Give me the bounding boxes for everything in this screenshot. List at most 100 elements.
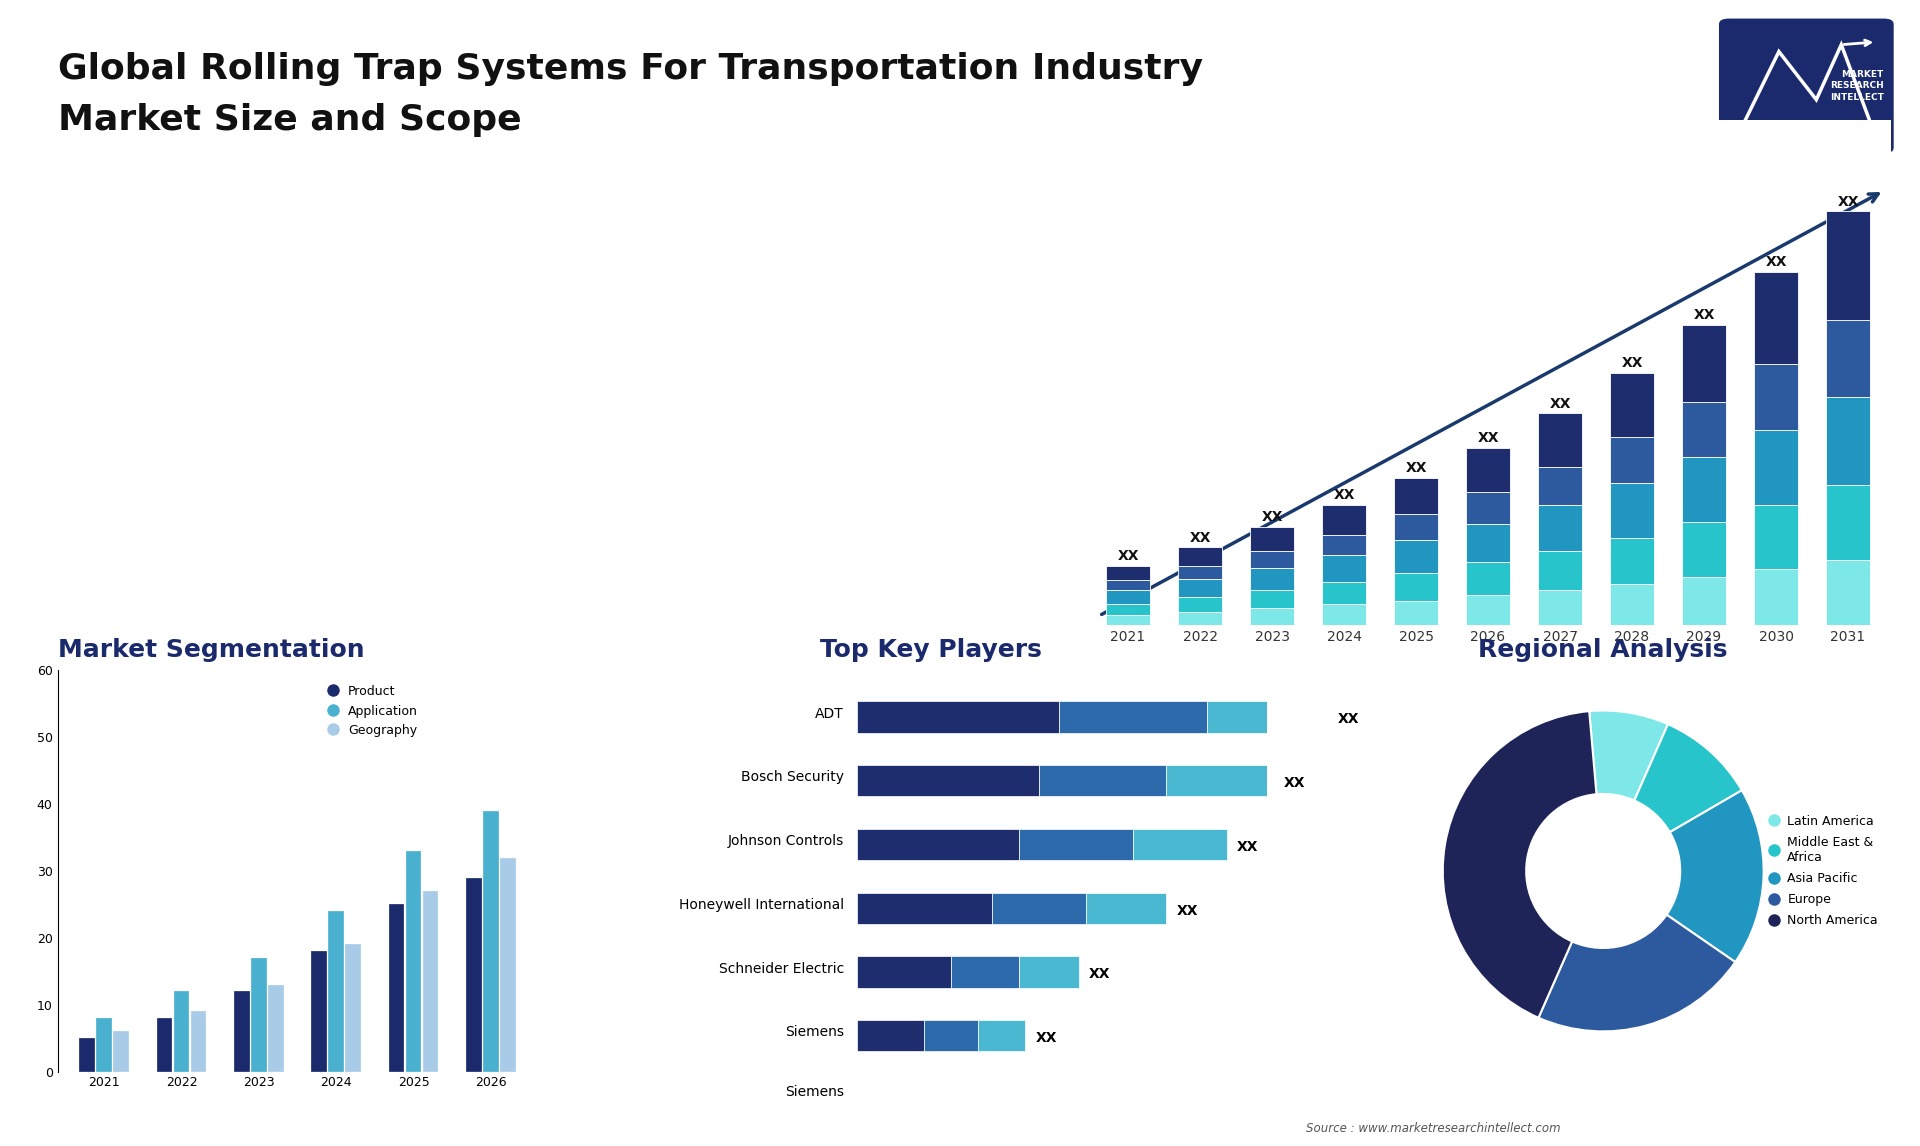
Bar (388, 904, 405, 1072)
Wedge shape (1538, 915, 1736, 1031)
Bar (1323, 534, 1365, 555)
Bar (1538, 551, 1582, 590)
Bar (1058, 701, 1206, 732)
Bar (1826, 560, 1870, 625)
Bar (79, 1038, 96, 1072)
Text: Siemens: Siemens (785, 1026, 843, 1039)
Bar (1323, 582, 1365, 604)
Bar (252, 958, 267, 1072)
Bar (1826, 485, 1870, 560)
Bar (1467, 493, 1509, 524)
Bar (1179, 548, 1221, 566)
Bar (856, 957, 950, 988)
Bar (1106, 581, 1150, 590)
Bar (499, 857, 516, 1072)
Wedge shape (1634, 724, 1741, 832)
Text: Siemens: Siemens (785, 1084, 843, 1099)
Bar (96, 1018, 111, 1072)
Text: XX: XX (1236, 840, 1258, 854)
Text: XX: XX (1089, 967, 1110, 981)
Wedge shape (1590, 711, 1668, 801)
Bar (113, 1031, 129, 1072)
Bar (1179, 612, 1221, 625)
Bar (1611, 484, 1653, 539)
Text: XX: XX (1177, 903, 1198, 918)
Text: Market Size and Scope: Market Size and Scope (58, 103, 520, 138)
Text: XX: XX (1338, 713, 1359, 727)
Bar (1467, 595, 1509, 625)
Bar (1250, 527, 1294, 551)
Bar (1682, 576, 1726, 625)
Text: XX: XX (1117, 549, 1139, 563)
Text: XX: XX (1693, 308, 1715, 322)
Text: XX: XX (1549, 397, 1571, 410)
Bar (950, 957, 1018, 988)
Bar (1165, 766, 1273, 796)
Text: Schneider Electric: Schneider Electric (718, 961, 843, 975)
Bar (1206, 701, 1327, 732)
Text: XX: XX (1476, 431, 1500, 446)
Bar (1250, 567, 1294, 590)
Bar (1755, 505, 1797, 570)
Text: XX: XX (1405, 461, 1427, 474)
Bar (1250, 609, 1294, 625)
Text: XX: XX (1284, 776, 1306, 790)
Bar (1106, 615, 1150, 625)
Text: XX: XX (1188, 531, 1212, 544)
Bar (1179, 597, 1221, 612)
Bar (190, 1011, 207, 1072)
Bar (1394, 601, 1438, 625)
Bar (1611, 438, 1653, 484)
Bar (346, 944, 361, 1072)
Bar (1682, 325, 1726, 402)
Bar (977, 1020, 1025, 1052)
Bar (234, 991, 250, 1072)
Bar (1611, 539, 1653, 584)
Text: XX: XX (1332, 488, 1356, 502)
Text: Bosch Security: Bosch Security (741, 770, 843, 784)
Text: XX: XX (1837, 195, 1859, 209)
Bar (484, 811, 499, 1072)
Bar (991, 893, 1087, 924)
Bar (269, 984, 284, 1072)
Title: Regional Analysis: Regional Analysis (1478, 637, 1728, 661)
Text: Source : www.marketresearchintellect.com: Source : www.marketresearchintellect.com (1306, 1122, 1561, 1135)
Bar (1755, 272, 1797, 363)
Bar (1611, 372, 1653, 438)
Bar (1039, 766, 1165, 796)
Text: Honeywell International: Honeywell International (678, 897, 843, 912)
Bar (1682, 521, 1726, 576)
Bar (157, 1018, 173, 1072)
Bar (1755, 570, 1797, 625)
Bar (856, 829, 1018, 861)
Bar (328, 911, 344, 1072)
Bar (1323, 505, 1365, 534)
Bar (1467, 448, 1509, 493)
Wedge shape (1667, 791, 1764, 961)
Bar (175, 991, 190, 1072)
Bar (1755, 430, 1797, 505)
Bar (467, 878, 482, 1072)
Bar (311, 951, 326, 1072)
Bar (856, 1020, 924, 1052)
Bar (1755, 363, 1797, 430)
Title: Top Key Players: Top Key Players (820, 637, 1043, 661)
Bar (1250, 590, 1294, 609)
Bar (1467, 524, 1509, 563)
Bar (1394, 540, 1438, 573)
Bar (1826, 320, 1870, 397)
Bar (1323, 555, 1365, 582)
Bar (856, 701, 1058, 732)
Bar (1179, 566, 1221, 579)
Legend: Latin America, Middle East &
Africa, Asia Pacific, Europe, North America: Latin America, Middle East & Africa, Asi… (1770, 815, 1878, 927)
Bar (1538, 414, 1582, 466)
Text: Global Rolling Trap Systems For Transportation Industry: Global Rolling Trap Systems For Transpor… (58, 52, 1202, 86)
Bar (1018, 829, 1133, 861)
Text: XX: XX (1620, 356, 1644, 370)
Wedge shape (1442, 712, 1597, 1018)
Bar (1250, 551, 1294, 567)
Bar (1394, 478, 1438, 515)
Bar (1106, 566, 1150, 581)
Bar (924, 1020, 977, 1052)
Text: XX: XX (1261, 510, 1283, 525)
